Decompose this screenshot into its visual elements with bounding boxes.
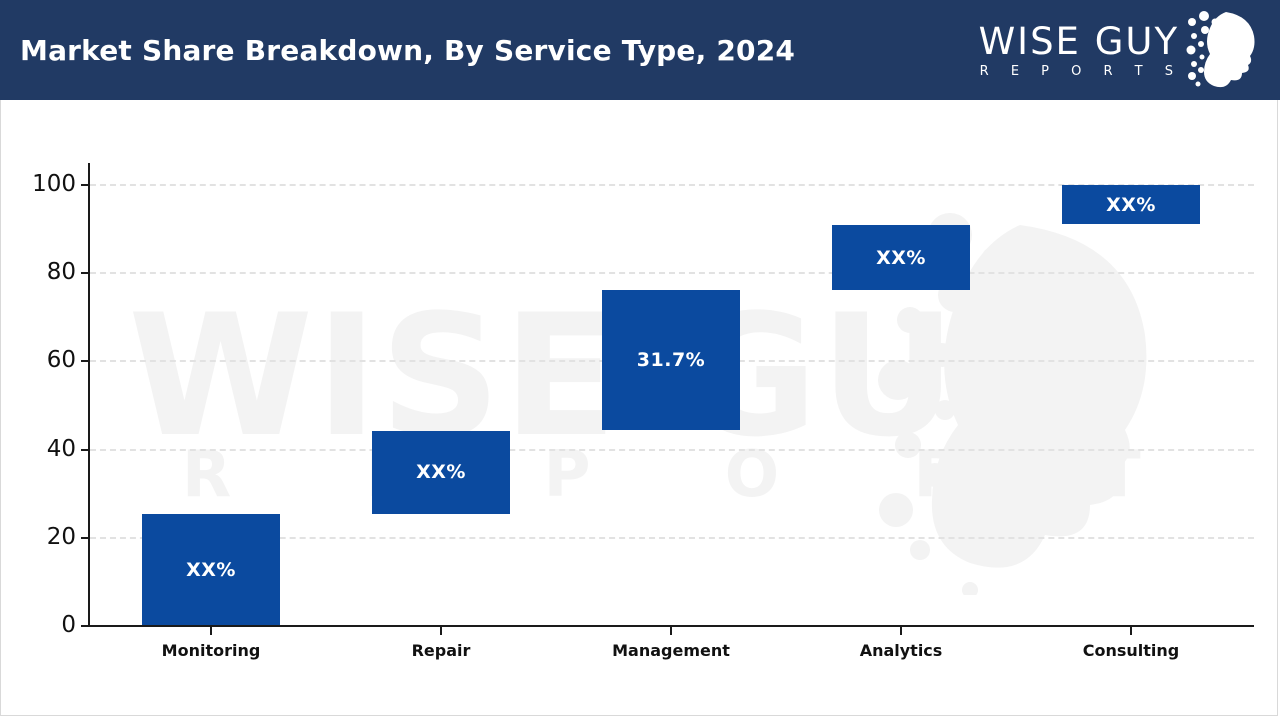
y-tick-label-100: 100 xyxy=(32,171,76,197)
bar-consulting: XX% xyxy=(1062,185,1200,225)
gridline-20 xyxy=(90,536,1254,539)
y-tick-label-80: 80 xyxy=(46,259,76,286)
bar-management: 31.7% xyxy=(602,290,740,431)
y-tick-label-20: 20 xyxy=(46,523,76,550)
x-tick-consulting xyxy=(1130,627,1132,635)
bar-value-label: 31.7% xyxy=(636,349,706,372)
x-tick-label-management: Management xyxy=(612,641,730,660)
x-tick-repair xyxy=(440,627,442,635)
x-axis-line xyxy=(88,625,1254,627)
y-axis-line xyxy=(88,163,90,627)
x-tick-analytics xyxy=(900,627,902,635)
wise-guy-logo-text: WISE GUY R E P O R T S xyxy=(976,20,1182,79)
x-tick-monitoring xyxy=(210,627,212,635)
y-tick-20 xyxy=(81,536,89,539)
y-tick-label-40: 40 xyxy=(46,435,76,462)
y-tick-label-0: 0 xyxy=(61,612,76,638)
header: Market Share Breakdown, By Service Type,… xyxy=(0,0,1280,100)
gridline-40 xyxy=(90,448,1254,451)
y-tick-60 xyxy=(81,360,89,363)
x-tick-management xyxy=(670,627,672,635)
y-tick-0 xyxy=(81,625,89,627)
logo-wordmark: WISE GUY xyxy=(978,20,1180,64)
gridline-80 xyxy=(90,272,1254,275)
x-tick-label-monitoring: Monitoring xyxy=(161,641,261,660)
y-tick-100 xyxy=(81,184,89,186)
bar-monitoring: XX% xyxy=(142,513,280,626)
y-tick-label-60: 60 xyxy=(46,347,76,374)
gridline-100 xyxy=(90,184,1254,186)
bar-analytics: XX% xyxy=(832,225,970,290)
wise-guy-face-icon xyxy=(1186,11,1255,88)
x-tick-label-consulting: Consulting xyxy=(1082,641,1180,660)
y-tick-80 xyxy=(81,272,89,275)
bar-repair: XX% xyxy=(372,430,510,514)
page-title: Market Share Breakdown, By Service Type,… xyxy=(20,33,796,67)
logo-subtext: R E P O R T S xyxy=(979,63,1182,79)
wise-guy-logo: WISE GUY R E P O R T S xyxy=(976,8,1262,94)
bar-value-label: XX% xyxy=(1106,193,1156,216)
bar-value-label: XX% xyxy=(876,246,926,269)
bar-value-label: XX% xyxy=(416,461,466,484)
bar-value-label: XX% xyxy=(186,558,236,581)
y-tick-40 xyxy=(81,448,89,451)
x-tick-label-repair: Repair xyxy=(411,641,471,660)
x-tick-label-analytics: Analytics xyxy=(859,641,943,660)
